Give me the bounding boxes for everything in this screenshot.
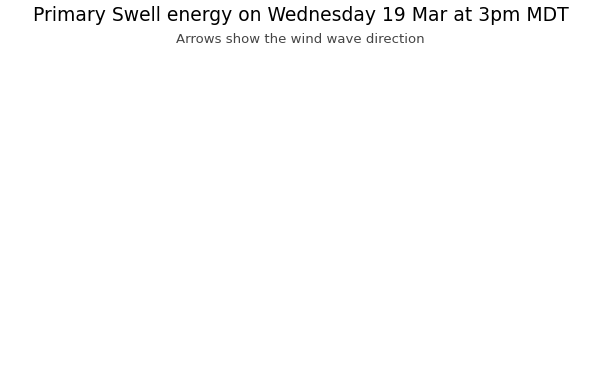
Text: Arrows show the wind wave direction: Arrows show the wind wave direction <box>176 33 425 46</box>
Text: Cartopy not available: Cartopy not available <box>212 201 389 219</box>
Text: Primary Swell energy on Wednesday 19 Mar at 3pm MDT: Primary Swell energy on Wednesday 19 Mar… <box>32 6 569 25</box>
